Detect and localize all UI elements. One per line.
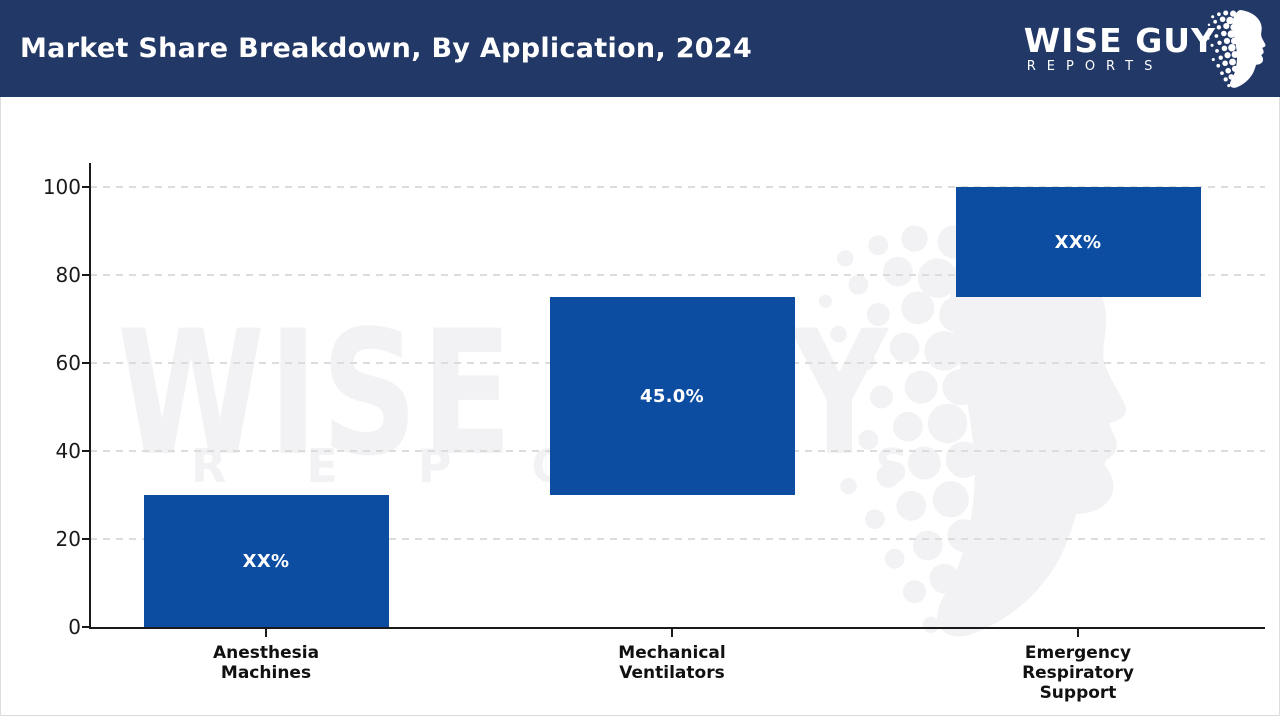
y-axis-line (89, 163, 91, 629)
bar-emergency-respiratory-support: XX% (955, 187, 1201, 297)
y-axis-tick-mark (82, 186, 89, 188)
y-axis-tick-label: 80 (55, 263, 81, 287)
bar-value-label: XX% (242, 550, 290, 572)
x-axis-category-label: Anesthesia Machines (212, 643, 320, 683)
gridline-80 (90, 274, 1265, 276)
bar-anesthesia-machines: XX% (143, 495, 389, 627)
x-axis-tick-mark (1077, 629, 1079, 637)
y-axis-tick-mark (82, 450, 89, 452)
y-axis-tick-mark (82, 362, 89, 364)
bar-value-label: XX% (1054, 231, 1102, 253)
chart-title: Market Share Breakdown, By Application, … (20, 33, 753, 64)
y-axis-tick-label: 60 (55, 351, 81, 375)
logo-subtext: REPORTS (1026, 59, 1164, 74)
logo-wordmark: WISE GUY (1023, 21, 1216, 60)
y-axis-tick-label: 100 (42, 175, 81, 199)
y-axis-tick-label: 0 (68, 615, 81, 639)
gridline-100 (90, 186, 1265, 188)
y-axis-tick-mark (82, 274, 89, 276)
x-axis-tick-mark (671, 629, 673, 637)
bar-mechanical-ventilators: 45.0% (549, 297, 795, 495)
wiseguy-reports-logo: WISE GUY REPORTS (1024, 8, 1266, 90)
logo-text: WISE GUY REPORTS (1024, 24, 1216, 73)
y-axis-tick-mark (82, 538, 89, 540)
header-bar: Market Share Breakdown, By Application, … (0, 0, 1280, 97)
x-axis-category-label: Mechanical Ventilators (618, 643, 726, 683)
bar-value-label: 45.0% (640, 385, 704, 407)
gridline-20 (90, 538, 1265, 540)
y-axis-tick-label: 20 (55, 527, 81, 551)
wiseguy-head-icon (1204, 8, 1266, 90)
x-axis-tick-mark (265, 629, 267, 637)
y-axis-tick-label: 40 (55, 439, 81, 463)
chart-area: WISE GUY REPORTS 020406080100XX%45.0%XX%… (0, 97, 1280, 716)
x-axis-category-label: Emergency Respiratory Support (1022, 643, 1134, 703)
y-axis-tick-mark (82, 626, 89, 628)
x-axis-line (89, 627, 1265, 629)
